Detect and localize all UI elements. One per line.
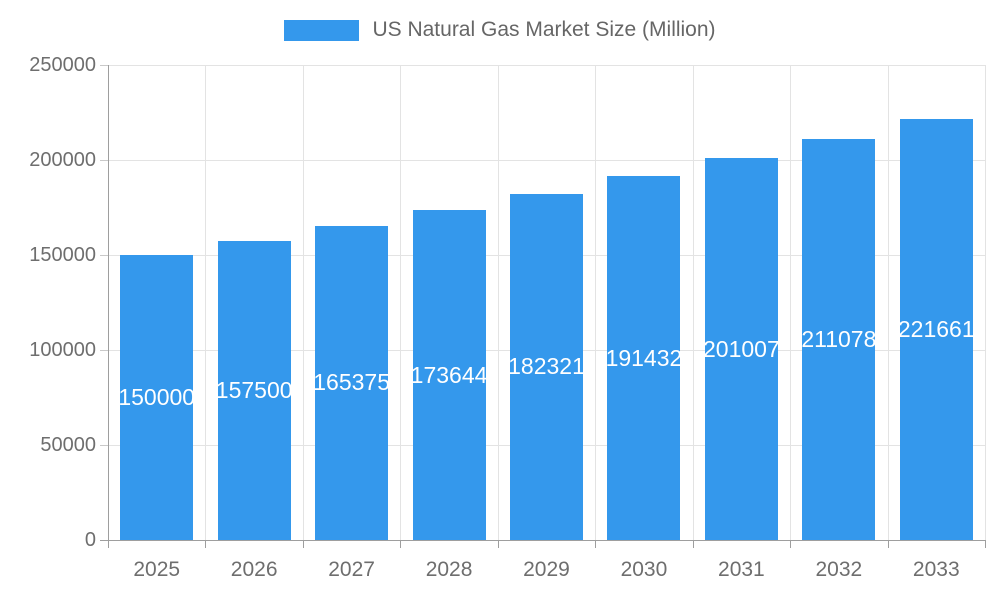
plot-area: 2025 2026 2027 2028 2029 2030 2031 2032 2033 1500… bbox=[100, 65, 986, 581]
y-tick-label: 100000 bbox=[29, 339, 96, 361]
y-tick-mark bbox=[100, 350, 108, 351]
bar-value-label: 191432 bbox=[607, 344, 681, 371]
gridline-vertical bbox=[595, 65, 597, 540]
y-tick-label: 200000 bbox=[29, 149, 96, 171]
bar-2031[interactable]: 201007 bbox=[704, 158, 778, 540]
bar-value-label: 182321 bbox=[510, 353, 583, 380]
y-tick-mark bbox=[100, 255, 108, 256]
y-axis-line bbox=[108, 65, 109, 548]
bar-value-label: 150000 bbox=[120, 384, 194, 410]
y-tick-label: 150000 bbox=[29, 244, 96, 266]
gridline-vertical bbox=[887, 65, 889, 540]
y-tick-mark bbox=[100, 65, 108, 66]
y-tick-label: 0 bbox=[84, 529, 96, 551]
y-tick-label: 250000 bbox=[29, 54, 96, 76]
x-tick-mark bbox=[205, 540, 207, 548]
x-tick-mark bbox=[985, 540, 986, 548]
x-tick-mark bbox=[692, 540, 694, 548]
gridline-vertical bbox=[497, 65, 499, 540]
bar-2029[interactable]: 182321 bbox=[510, 193, 583, 540]
gridline-vertical bbox=[302, 65, 304, 540]
gridline-vertical bbox=[400, 65, 402, 540]
gridline-vertical bbox=[790, 65, 792, 540]
x-tick-label: 2033 bbox=[912, 558, 960, 581]
bar-2025[interactable]: 150000 bbox=[120, 255, 194, 540]
gridline-horizontal bbox=[108, 65, 985, 66]
x-tick-mark bbox=[887, 540, 889, 548]
bar-value-label: 157500 bbox=[217, 376, 291, 403]
x-tick-mark bbox=[595, 540, 597, 548]
x-tick-mark bbox=[790, 540, 792, 548]
x-tick-label: 2027 bbox=[328, 558, 375, 581]
gridline-vertical bbox=[692, 65, 694, 540]
y-tick-mark bbox=[100, 445, 108, 446]
bar-value-label: 201007 bbox=[704, 335, 778, 362]
x-tick-mark bbox=[302, 540, 304, 548]
bar-2026[interactable]: 157500 bbox=[217, 240, 291, 540]
gridline-vertical bbox=[985, 65, 986, 540]
gridline-vertical bbox=[205, 65, 207, 540]
x-tick-label: 2032 bbox=[815, 558, 863, 581]
bar-2030[interactable]: 191432 bbox=[607, 176, 681, 540]
legend-swatch bbox=[284, 19, 360, 41]
bar-2028[interactable]: 173644 bbox=[412, 210, 486, 540]
bar-2033[interactable]: 221661 bbox=[899, 118, 973, 540]
legend-label: US Natural Gas Market Size (Million) bbox=[372, 18, 716, 41]
bar-value-label: 173644 bbox=[412, 361, 486, 388]
bar-value-label: 221661 bbox=[899, 315, 973, 342]
x-tick-label: 2031 bbox=[718, 558, 765, 581]
x-axis-line bbox=[100, 540, 985, 541]
bar-2027[interactable]: 165375 bbox=[315, 225, 389, 540]
gridline-horizontal bbox=[108, 160, 985, 161]
x-tick-label: 2029 bbox=[523, 558, 570, 581]
x-tick-label: 2028 bbox=[425, 558, 473, 581]
bar-value-label: 211078 bbox=[802, 325, 876, 352]
x-tick-mark bbox=[400, 540, 402, 548]
x-tick-label: 2026 bbox=[230, 558, 278, 581]
y-tick-label: 50000 bbox=[40, 434, 96, 456]
x-tick-label: 2025 bbox=[133, 558, 181, 581]
y-tick-mark bbox=[100, 160, 108, 161]
bar-2032[interactable]: 211078 bbox=[802, 138, 876, 540]
chart-legend[interactable]: US Natural Gas Market Size (Million) bbox=[0, 18, 1000, 42]
bar-value-label: 165375 bbox=[315, 369, 389, 396]
x-tick-label: 2030 bbox=[620, 558, 668, 581]
x-tick-mark bbox=[497, 540, 499, 548]
